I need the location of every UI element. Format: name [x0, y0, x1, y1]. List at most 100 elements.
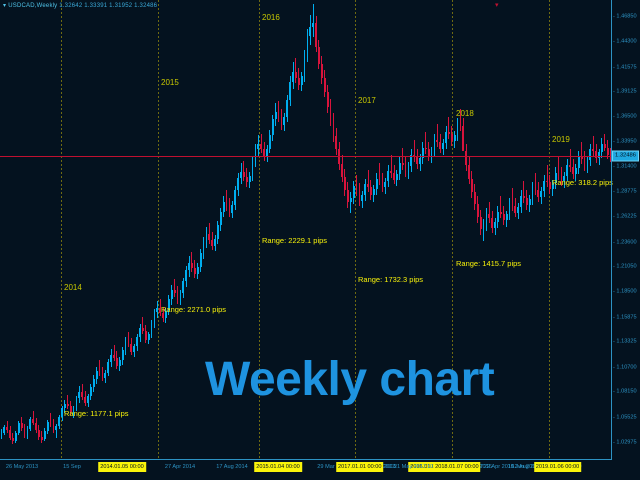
price-tick: - 1.39125 — [613, 88, 637, 95]
candle-body — [546, 180, 548, 183]
candle-body — [14, 432, 17, 442]
candle-wick — [488, 201, 490, 224]
candle-body — [543, 180, 546, 192]
candle-body — [523, 196, 525, 198]
year-separator-2015 — [158, 0, 159, 460]
candle-body — [609, 154, 612, 157]
candle-body — [211, 239, 214, 247]
candle-body — [173, 290, 176, 294]
candle-body — [520, 196, 522, 207]
candle-body — [23, 427, 26, 435]
candle-body — [144, 330, 147, 340]
candle-body — [595, 151, 597, 159]
range-label-3: Range: 1732.3 pips — [358, 275, 424, 284]
candle-body — [269, 134, 271, 149]
time-tick-highlight: 2018.01.07 00:00 — [433, 462, 481, 472]
price-scale[interactable]: - 1.46850 - 1.44300 - 1.41575 - 1.39125 - 1.… — [613, 0, 640, 460]
chart-plot-area[interactable]: ▾ 2014 2015 2016 2017 2018 2019 Range: 1177.1… — [0, 0, 613, 460]
candle-body — [12, 437, 14, 442]
price-tick: - 1.33950 — [613, 138, 637, 145]
candle-body — [78, 391, 81, 398]
candle-wick — [523, 180, 525, 203]
candle-body — [364, 184, 367, 196]
collapse-arrow-icon[interactable]: ▾ — [3, 3, 7, 9]
candle-body — [341, 164, 343, 177]
candle-body — [72, 407, 75, 413]
candle-body — [497, 211, 499, 223]
candle-body — [118, 359, 121, 366]
candle-wick — [448, 116, 450, 139]
candle-body — [257, 143, 260, 149]
candle-wick — [159, 298, 161, 317]
candle-body — [251, 161, 254, 176]
candle-body — [234, 190, 237, 205]
candle-body — [560, 174, 563, 182]
candle-body — [116, 358, 118, 366]
candle-body — [55, 425, 58, 430]
candle-body — [193, 267, 196, 274]
candle-wick — [113, 345, 115, 361]
candle-body — [81, 391, 84, 397]
year-label-2017: 2017 — [358, 96, 376, 105]
price-tick: - 1.15875 — [613, 314, 637, 321]
candle-body — [9, 429, 11, 438]
price-tick: - 1.18500 — [613, 288, 637, 295]
candle-body — [485, 213, 488, 226]
candle-body — [300, 75, 303, 86]
candle-body — [508, 203, 511, 215]
current-price-line — [0, 156, 612, 158]
candle-body — [378, 178, 381, 181]
candle-wick — [459, 108, 461, 132]
candle-body — [580, 157, 583, 160]
candle-wick — [581, 141, 583, 165]
candle-body — [346, 190, 349, 202]
candle-body — [243, 171, 245, 177]
candle-body — [219, 211, 222, 226]
candle-body — [162, 313, 164, 319]
year-label-2014: 2014 — [64, 283, 82, 292]
candle-body — [422, 147, 424, 159]
candle-body — [208, 233, 211, 240]
candle-body — [326, 92, 329, 107]
candle-body — [231, 204, 234, 213]
candle-wick — [127, 331, 129, 348]
candle-body — [90, 387, 92, 396]
candle-body — [563, 175, 566, 182]
candle-body — [482, 225, 485, 230]
candle-body — [352, 186, 355, 198]
time-scale[interactable]: 26 May 2013 15 Sep 2014.01.05 00:00 27 Apr … — [0, 460, 612, 480]
year-separator-2014 — [61, 0, 62, 460]
candle-body — [49, 422, 52, 425]
candle-body — [511, 203, 514, 206]
candle-body — [479, 217, 482, 229]
candle-wick — [99, 359, 101, 377]
candle-wick — [569, 149, 571, 172]
candle-body — [237, 177, 240, 191]
candle-body — [139, 327, 141, 337]
candle-body — [598, 152, 600, 159]
price-tick: - 1.02975 — [613, 439, 637, 446]
candle-body — [335, 135, 338, 150]
candle-wick — [243, 161, 245, 182]
candle-body — [473, 192, 476, 204]
candle-body — [528, 198, 531, 205]
candle-wick — [50, 413, 52, 427]
candle-body — [92, 379, 95, 388]
candle-body — [188, 262, 190, 270]
time-tick: 22 Apr 2018 — [483, 464, 515, 470]
candle-body — [292, 71, 294, 82]
candle-body — [176, 293, 179, 300]
candle-body — [531, 188, 534, 199]
candle-body — [263, 149, 266, 157]
candle-body — [170, 290, 173, 299]
candle-body — [601, 143, 603, 153]
price-tick: - 1.46850 — [613, 13, 637, 20]
candle-body — [427, 149, 430, 157]
candle-body — [58, 417, 61, 426]
range-label-0: Range: 1177.1 pips — [64, 409, 129, 418]
candle-body — [355, 186, 358, 192]
candle-wick — [535, 172, 536, 196]
candle-body — [439, 141, 442, 149]
candle-body — [130, 344, 133, 353]
